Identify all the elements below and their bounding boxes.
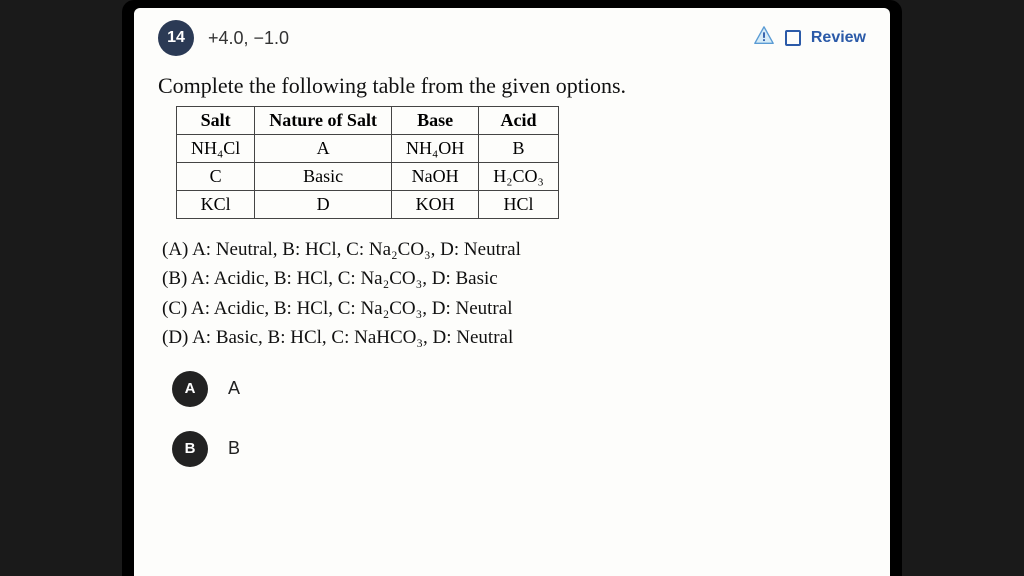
answer-badge: A [172, 371, 208, 407]
review-checkbox[interactable] [785, 30, 801, 46]
col-nature: Nature of Salt [255, 106, 392, 134]
cell: KOH [391, 190, 478, 218]
review-label[interactable]: Review [811, 29, 866, 47]
col-base: Base [391, 106, 478, 134]
cell: KCl [177, 190, 255, 218]
warning-icon [753, 25, 775, 52]
cell: HCl [479, 190, 559, 218]
header-right: Review [753, 25, 866, 52]
table-header-row: Salt Nature of Salt Base Acid [177, 106, 559, 134]
salt-table: Salt Nature of Salt Base Acid NH₄Cl A NH… [176, 106, 559, 219]
header-left: 14 +4.0, −1.0 [158, 20, 289, 56]
answer-choices: A A B B [158, 371, 866, 467]
cell: H₂CO₃ [479, 162, 559, 190]
question-prompt: Complete the following table from the gi… [158, 70, 866, 102]
question-number-badge: 14 [158, 20, 194, 56]
col-salt: Salt [177, 106, 255, 134]
cell: B [479, 134, 559, 162]
cell: NH₄Cl [177, 134, 255, 162]
answer-label: A [228, 378, 240, 399]
cell: Basic [255, 162, 392, 190]
answer-choice-a[interactable]: A A [172, 371, 866, 407]
option-b: (B) A: Acidic, B: HCl, C: Na₂CO₃, D: Bas… [162, 264, 866, 293]
cell: A [255, 134, 392, 162]
cell: NH₄OH [391, 134, 478, 162]
answer-choice-b[interactable]: B B [172, 431, 866, 467]
question-marks: +4.0, −1.0 [208, 28, 289, 49]
col-acid: Acid [479, 106, 559, 134]
table-row: KCl D KOH HCl [177, 190, 559, 218]
cell: D [255, 190, 392, 218]
option-d: (D) A: Basic, B: HCl, C: NaHCO₃, D: Neut… [162, 323, 866, 352]
option-c: (C) A: Acidic, B: HCl, C: Na₂CO₃, D: Neu… [162, 294, 866, 323]
question-header: 14 +4.0, −1.0 Review [158, 20, 866, 56]
table-row: NH₄Cl A NH₄OH B [177, 134, 559, 162]
table-row: C Basic NaOH H₂CO₃ [177, 162, 559, 190]
screen-content: 14 +4.0, −1.0 Review Complete the follow… [134, 8, 890, 576]
phone-frame: 14 +4.0, −1.0 Review Complete the follow… [122, 0, 902, 576]
cell: C [177, 162, 255, 190]
cell: NaOH [391, 162, 478, 190]
options-list: (A) A: Neutral, B: HCl, C: Na₂CO₃, D: Ne… [162, 235, 866, 353]
answer-badge: B [172, 431, 208, 467]
answer-label: B [228, 438, 240, 459]
option-a: (A) A: Neutral, B: HCl, C: Na₂CO₃, D: Ne… [162, 235, 866, 264]
